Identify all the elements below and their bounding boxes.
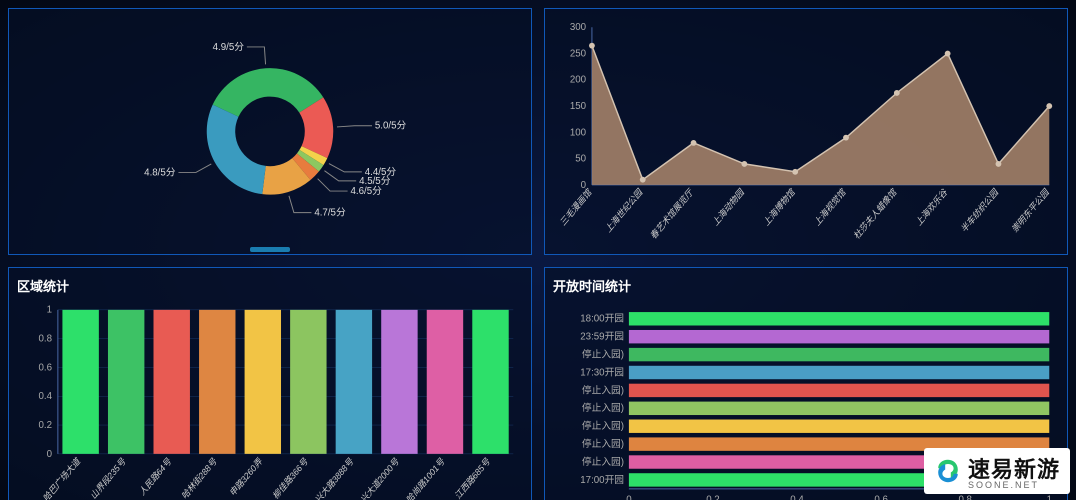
bar <box>472 310 508 454</box>
bar-category: 申路3260弄 <box>227 455 265 497</box>
donut-label: 4.7/5分 <box>314 207 346 219</box>
area-category: 上海动物园 <box>710 187 747 228</box>
svg-text:0.2: 0.2 <box>39 420 53 431</box>
area-point <box>741 161 747 167</box>
area-point <box>996 161 1002 167</box>
donut-label: 4.8/5分 <box>144 166 176 178</box>
donut-label: 4.6/5分 <box>351 185 383 197</box>
bar <box>154 310 190 454</box>
bar <box>62 310 98 454</box>
watermark-logo-icon <box>934 457 962 485</box>
area-category: 上海欢乐谷 <box>913 187 950 228</box>
area-category: 上海博物馆 <box>761 187 798 228</box>
area-chart: 050100150200250300三毛漫画馆上海世纪公园春艺术馆展览厅上海动物… <box>553 17 1059 246</box>
area-category: 上海世纪公园 <box>603 187 645 235</box>
hbar <box>629 330 1049 343</box>
area-category: 上海视觉馆 <box>812 187 849 228</box>
area-fill <box>592 46 1049 185</box>
hbar-category: 17:30开园 <box>580 366 624 378</box>
svg-text:0.2: 0.2 <box>706 494 720 500</box>
legend-marker <box>250 247 290 252</box>
area-point <box>843 135 849 141</box>
bar-category: 柳佳路366号 <box>270 455 310 500</box>
svg-text:0: 0 <box>47 449 53 460</box>
svg-text:300: 300 <box>570 22 587 33</box>
hbar-category: 停止入园) <box>582 401 624 414</box>
hbar <box>629 401 1049 414</box>
donut-label: 4.9/5分 <box>213 41 245 53</box>
bar <box>336 310 372 454</box>
bar <box>290 310 326 454</box>
svg-text:0: 0 <box>626 494 632 500</box>
bar <box>427 310 463 454</box>
hbar-category: 18:00开园 <box>580 313 624 325</box>
hbar <box>629 366 1049 379</box>
bar-category: 哈巴广场大道 <box>41 455 83 500</box>
hbar-category: 停止入园) <box>582 383 624 396</box>
bar <box>381 310 417 454</box>
area-category: 崇明东平公园 <box>1009 187 1051 235</box>
hbar <box>629 419 1049 432</box>
bar-category: 哈尚路1001号 <box>404 455 447 500</box>
area-category: 杜莎夫人蜡像馆 <box>851 187 899 241</box>
area-category: 半车纺织公园 <box>959 187 1001 235</box>
donut-label: 5.0/5分 <box>375 120 407 132</box>
area-point <box>589 43 595 49</box>
bar <box>108 310 144 454</box>
area-category: 三毛漫画馆 <box>558 187 595 228</box>
hbar <box>629 312 1049 325</box>
svg-text:0.8: 0.8 <box>39 333 53 344</box>
svg-text:250: 250 <box>570 48 587 59</box>
hbar-category: 停止入园) <box>582 455 624 468</box>
svg-text:50: 50 <box>575 154 586 165</box>
svg-text:1: 1 <box>1047 494 1052 500</box>
hbar <box>629 348 1049 361</box>
svg-text:0.4: 0.4 <box>39 391 53 402</box>
area-point <box>640 177 646 183</box>
bar <box>199 310 235 454</box>
area-point <box>792 169 798 175</box>
area-point <box>894 90 900 96</box>
svg-text:100: 100 <box>570 127 587 138</box>
bar-category: 兴大道2000号 <box>358 455 401 500</box>
svg-text:1: 1 <box>47 305 52 316</box>
hbar-category: 停止入园) <box>582 419 624 432</box>
bar-category: 兴大路3888号 <box>313 455 356 500</box>
svg-text:0.6: 0.6 <box>874 494 888 500</box>
hbar <box>629 383 1049 396</box>
bar-category: 人民路64号 <box>137 455 174 497</box>
bars-title: 区域统计 <box>17 276 523 295</box>
svg-text:150: 150 <box>570 101 587 112</box>
hbar-category: 17:00开园 <box>580 474 624 486</box>
svg-text:0.8: 0.8 <box>958 494 972 500</box>
donut-panel: 4.9/5分5.0/5分4.4/5分4.5/5分4.6/5分4.7/5分4.8/… <box>8 8 532 255</box>
hbar-category: 停止入园) <box>582 347 624 360</box>
svg-text:0.6: 0.6 <box>39 362 53 373</box>
bar-category: 哈林街288号 <box>179 455 219 500</box>
area-panel: 050100150200250300三毛漫画馆上海世纪公园春艺术馆展览厅上海动物… <box>544 8 1068 255</box>
bar-category: 江西路685号 <box>452 455 492 500</box>
bar-chart: 0 0.2 0.4 0.6 0.8 1 哈巴广场大道山界段235号人民路64号哈林街288号… <box>17 299 523 500</box>
donut-chart: 4.9/5分5.0/5分4.4/5分4.5/5分4.6/5分4.7/5分4.8/… <box>17 17 523 246</box>
hbar-category: 停止入园) <box>582 437 624 450</box>
area-point <box>691 140 697 146</box>
area-point <box>945 51 951 57</box>
bars-panel: 区域统计 0 0.2 0.4 0.6 0.8 1 哈巴广场大道山界段235号人民路64号哈林… <box>8 267 532 500</box>
watermark: 速易新游 SOONE.NET <box>924 448 1070 494</box>
hbar-category: 23:59开园 <box>580 330 624 342</box>
svg-text:200: 200 <box>570 75 587 86</box>
bar <box>245 310 281 454</box>
area-point <box>1046 103 1052 109</box>
donut-slice <box>207 105 266 195</box>
svg-text:0.4: 0.4 <box>790 494 804 500</box>
bar-category: 山界段235号 <box>88 455 128 500</box>
area-category: 春艺术馆展览厅 <box>648 186 696 241</box>
hbars-title: 开放时间统计 <box>553 276 1059 295</box>
